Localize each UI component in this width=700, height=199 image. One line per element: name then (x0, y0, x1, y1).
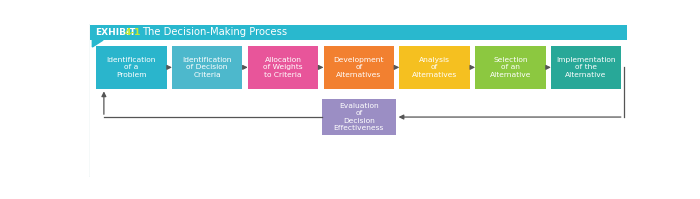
FancyBboxPatch shape (322, 99, 395, 135)
FancyBboxPatch shape (248, 46, 318, 89)
Text: EXHIBIT: EXHIBIT (94, 28, 135, 37)
FancyBboxPatch shape (172, 46, 242, 89)
FancyBboxPatch shape (88, 23, 629, 178)
FancyBboxPatch shape (399, 46, 470, 89)
Text: Selection
of an
Alternative: Selection of an Alternative (489, 57, 531, 78)
Text: The Decision-Making Process: The Decision-Making Process (141, 27, 287, 37)
Text: 4-1: 4-1 (125, 28, 141, 37)
FancyBboxPatch shape (475, 46, 545, 89)
Text: Identification
of a
Problem: Identification of a Problem (106, 57, 156, 78)
Text: Allocation
of Weights
to Criteria: Allocation of Weights to Criteria (263, 57, 303, 78)
FancyBboxPatch shape (551, 46, 622, 89)
Text: Evaluation
of
Decision
Effectiveness: Evaluation of Decision Effectiveness (334, 103, 384, 131)
FancyBboxPatch shape (90, 25, 627, 40)
FancyBboxPatch shape (96, 46, 167, 89)
Text: Analysis
of
Alternatives: Analysis of Alternatives (412, 57, 457, 78)
FancyBboxPatch shape (323, 46, 394, 89)
Text: Development
of
Alternatives: Development of Alternatives (333, 57, 384, 78)
Polygon shape (92, 40, 103, 47)
Text: Identification
of Decision
Criteria: Identification of Decision Criteria (183, 57, 232, 78)
Text: Implementation
of the
Alternative: Implementation of the Alternative (556, 57, 616, 78)
